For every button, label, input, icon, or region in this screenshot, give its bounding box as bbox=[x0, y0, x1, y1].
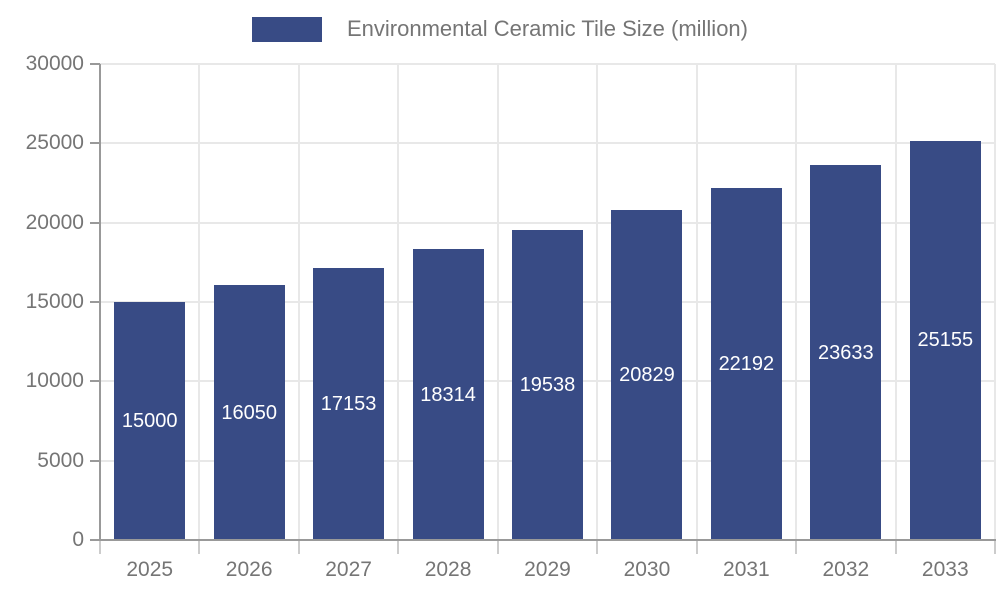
x-tick-label: 2027 bbox=[325, 558, 372, 581]
x-tick-label: 2030 bbox=[623, 558, 671, 581]
x-tick-label: 2026 bbox=[225, 558, 273, 581]
bar-2025[interactable]: 15000 bbox=[114, 302, 186, 540]
x-axis-tick bbox=[397, 540, 400, 554]
y-axis-tick bbox=[90, 301, 100, 303]
y-axis-tick bbox=[90, 380, 100, 383]
y-axis-tick bbox=[90, 539, 100, 541]
x-axis-tick bbox=[994, 540, 996, 554]
x-axis-tick bbox=[894, 540, 897, 554]
legend-swatch bbox=[251, 16, 322, 42]
x-tick-label: 2033 bbox=[921, 558, 969, 581]
y-tick-label: 20000 bbox=[25, 210, 84, 234]
x-axis-tick bbox=[496, 540, 499, 554]
x-axis-tick bbox=[795, 540, 798, 554]
y-tick-label: 15000 bbox=[25, 290, 84, 313]
bar-2027[interactable]: 17153 bbox=[313, 267, 385, 540]
grid-line-vertical bbox=[297, 64, 300, 540]
x-axis-tick bbox=[198, 540, 201, 554]
grid-line-vertical bbox=[496, 64, 499, 540]
y-tick-label: 10000 bbox=[25, 369, 84, 393]
bar-2032[interactable]: 23633 bbox=[810, 165, 882, 540]
x-tick-label: 2028 bbox=[424, 558, 472, 581]
grid-line-vertical bbox=[894, 64, 897, 540]
bar-value-label: 15000 bbox=[121, 410, 178, 432]
x-tick-label: 2029 bbox=[524, 558, 571, 581]
grid-line-vertical bbox=[695, 64, 698, 540]
grid-line-vertical bbox=[994, 64, 996, 540]
bar-value-label: 19538 bbox=[519, 373, 576, 396]
grid-line-vertical bbox=[198, 64, 201, 540]
bar-value-label: 20829 bbox=[619, 363, 675, 386]
x-axis-tick bbox=[99, 540, 101, 554]
bar-value-label: 18314 bbox=[420, 383, 476, 406]
bar-2030[interactable]: 20829 bbox=[611, 209, 683, 540]
bar-2028[interactable]: 18314 bbox=[412, 249, 484, 540]
grid-line-vertical bbox=[596, 64, 599, 540]
bar-2029[interactable]: 19538 bbox=[512, 229, 583, 540]
legend-label: Environmental Ceramic Tile Size (million… bbox=[346, 16, 748, 41]
y-tick-label: 5000 bbox=[37, 448, 84, 472]
bar-value-label: 23633 bbox=[818, 341, 874, 364]
grid-line-horizontal bbox=[100, 63, 995, 65]
bar-value-label: 16050 bbox=[221, 401, 277, 424]
x-axis-tick bbox=[596, 540, 599, 554]
y-axis-line bbox=[99, 64, 101, 540]
x-axis-tick bbox=[297, 540, 300, 554]
x-tick-label: 2025 bbox=[126, 558, 174, 581]
bar-value-label: 17153 bbox=[320, 392, 377, 415]
x-axis-line bbox=[99, 539, 996, 541]
bar-2033[interactable]: 25155 bbox=[909, 140, 981, 540]
bar-value-label: 22192 bbox=[718, 352, 775, 375]
y-tick-label: 0 bbox=[72, 528, 84, 551]
grid-line-vertical bbox=[795, 64, 798, 540]
legend[interactable]: Environmental Ceramic Tile Size (million… bbox=[0, 14, 1000, 44]
y-axis-tick bbox=[90, 142, 100, 145]
bar-2026[interactable]: 16050 bbox=[213, 285, 285, 540]
y-tick-label: 25000 bbox=[25, 131, 84, 155]
y-axis-tick bbox=[90, 63, 100, 65]
grid-line-horizontal bbox=[100, 221, 995, 224]
x-tick-label: 2031 bbox=[723, 558, 770, 581]
bar-2031[interactable]: 22192 bbox=[710, 187, 782, 540]
y-axis-tick bbox=[90, 459, 100, 462]
bar-value-label: 25155 bbox=[917, 329, 974, 352]
x-tick-label: 2032 bbox=[822, 558, 870, 581]
grid-line-vertical bbox=[397, 64, 400, 540]
x-axis-tick bbox=[695, 540, 698, 554]
grid-line-horizontal bbox=[100, 142, 995, 145]
y-axis-tick bbox=[90, 221, 100, 224]
y-tick-label: 30000 bbox=[25, 52, 84, 75]
